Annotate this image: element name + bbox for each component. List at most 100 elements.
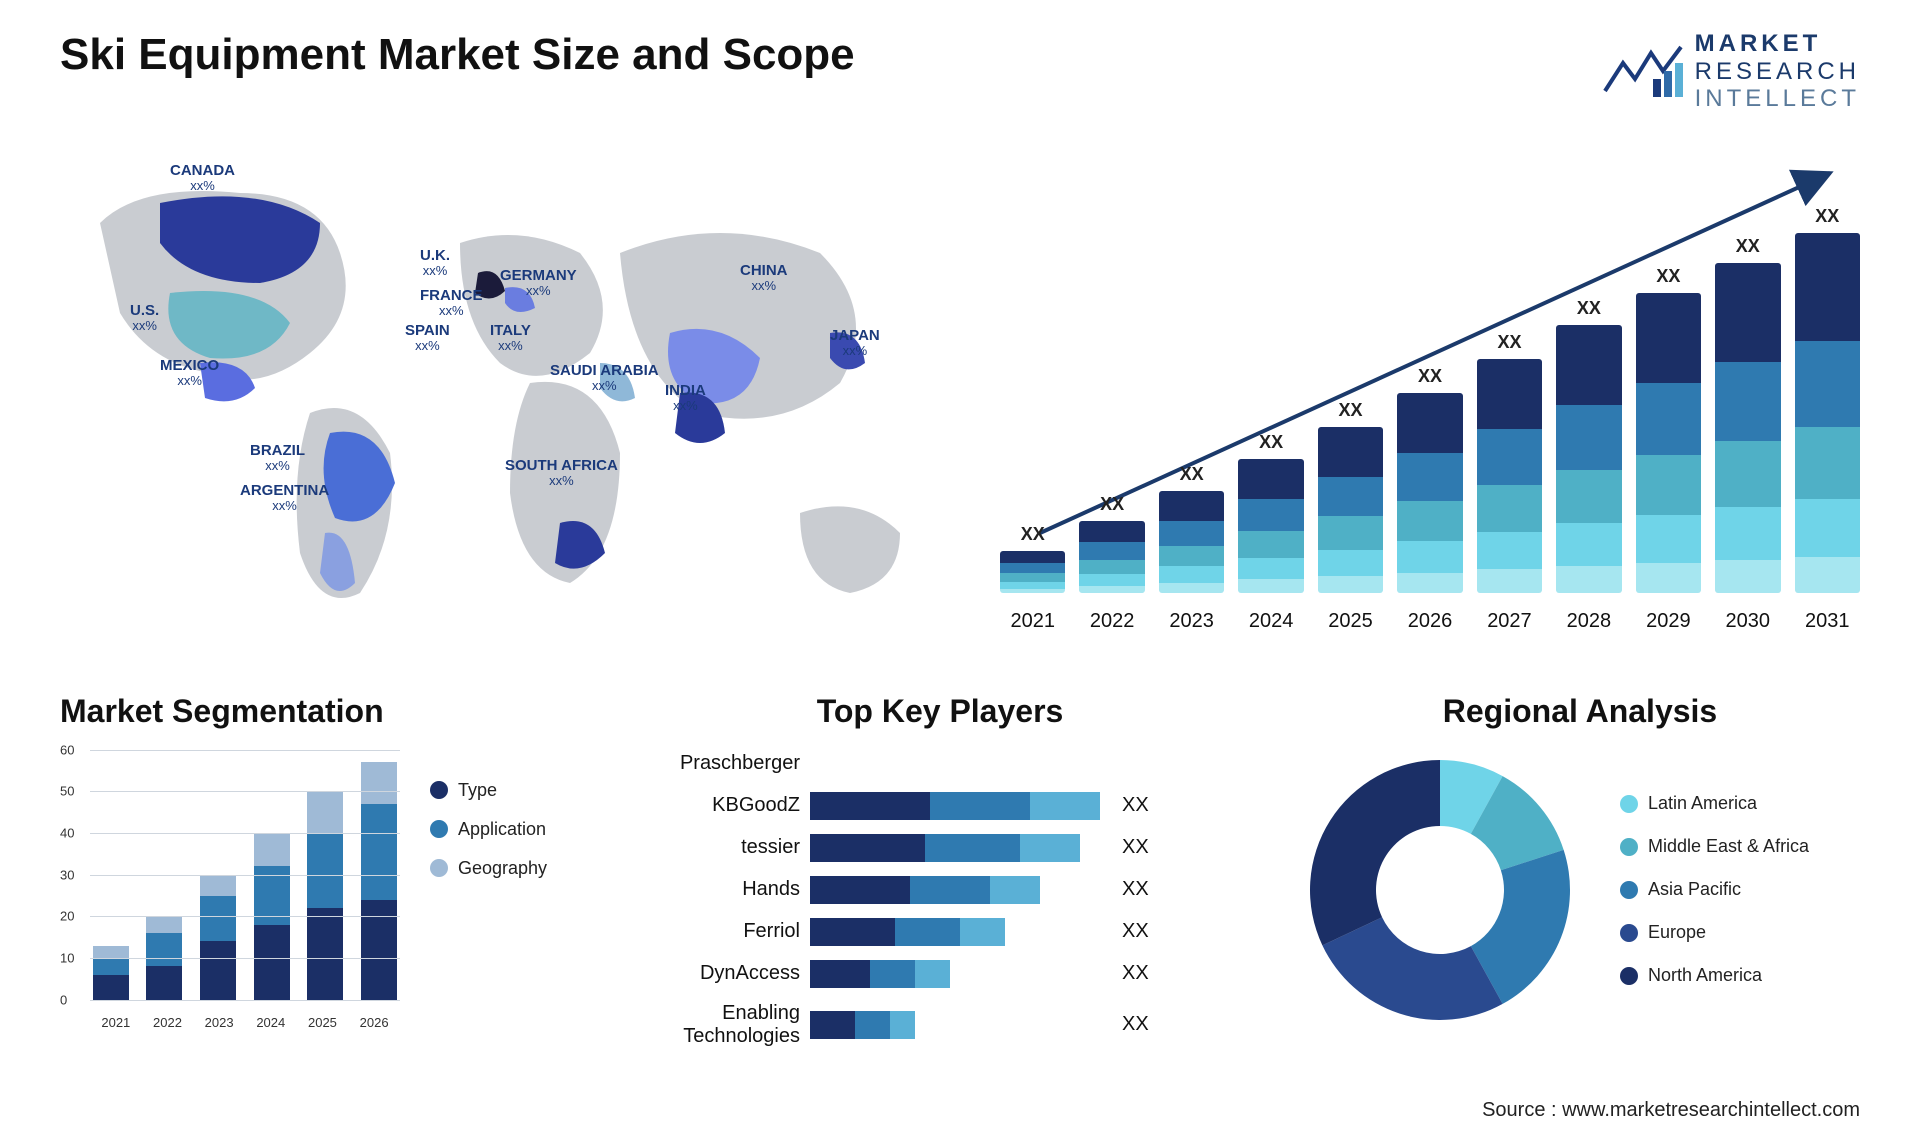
keyplayer-bar xyxy=(810,960,1110,988)
regional-title: Regional Analysis xyxy=(1300,693,1860,730)
map-label: SOUTH AFRICAxx% xyxy=(505,458,618,489)
legend-swatch xyxy=(1620,924,1638,942)
legend-label: Application xyxy=(458,819,546,840)
forecast-bar: XX xyxy=(1079,494,1144,593)
x-tick-label: 2027 xyxy=(1477,610,1542,633)
map-label: GERMANYxx% xyxy=(500,268,577,299)
segmentation-title: Market Segmentation xyxy=(60,693,580,730)
logo-text-3: INTELLECT xyxy=(1695,85,1860,113)
keyplayer-value: XX xyxy=(1110,962,1149,985)
map-label: FRANCExx% xyxy=(420,288,483,319)
regional-donut-chart xyxy=(1300,750,1580,1030)
y-tick-label: 50 xyxy=(60,784,74,799)
x-tick-label: 2025 xyxy=(308,1015,337,1030)
y-tick-label: 0 xyxy=(60,992,67,1007)
y-tick-label: 40 xyxy=(60,826,74,841)
forecast-bar: XX xyxy=(1636,266,1701,593)
page-title: Ski Equipment Market Size and Scope xyxy=(60,30,855,80)
map-label: BRAZILxx% xyxy=(250,443,305,474)
legend-label: Latin America xyxy=(1648,793,1757,814)
legend-swatch xyxy=(1620,838,1638,856)
map-label: JAPANxx% xyxy=(830,328,880,359)
legend-item: Application xyxy=(430,819,547,840)
legend-swatch xyxy=(1620,795,1638,813)
legend-label: Type xyxy=(458,780,497,801)
bar-value-label: XX xyxy=(1497,332,1521,353)
legend-label: Europe xyxy=(1648,922,1706,943)
y-tick-label: 10 xyxy=(60,951,74,966)
regional-legend: Latin America Middle East & Africa Asia Pa… xyxy=(1620,793,1809,986)
forecast-bar: XX xyxy=(1000,524,1065,593)
forecast-bar: XX xyxy=(1715,236,1780,593)
logo-text-2: RESEARCH xyxy=(1695,58,1860,86)
bar-value-label: XX xyxy=(1339,400,1363,421)
segmentation-bar xyxy=(200,875,236,1000)
x-tick-label: 2029 xyxy=(1636,610,1701,633)
x-tick-label: 2028 xyxy=(1556,610,1621,633)
keyplayer-name: Praschberger xyxy=(630,752,810,775)
bar-value-label: XX xyxy=(1815,206,1839,227)
keyplayer-row: Enabling Technologies XX xyxy=(630,1002,1190,1048)
x-tick-label: 2024 xyxy=(256,1015,285,1030)
bar-value-label: XX xyxy=(1259,432,1283,453)
keyplayers-title: Top Key Players xyxy=(630,693,1250,730)
forecast-bar: XX xyxy=(1556,298,1621,593)
keyplayer-bar xyxy=(810,1011,1110,1039)
forecast-bar: XX xyxy=(1397,366,1462,593)
keyplayer-name: Hands xyxy=(630,878,810,901)
map-label: CANADAxx% xyxy=(170,163,235,194)
legend-item: Type xyxy=(430,780,547,801)
logo-icon xyxy=(1603,41,1683,101)
map-label: CHINAxx% xyxy=(740,263,788,294)
legend-item: Geography xyxy=(430,858,547,879)
x-tick-label: 2030 xyxy=(1715,610,1780,633)
legend-item: North America xyxy=(1620,965,1809,986)
forecast-bar: XX xyxy=(1318,400,1383,593)
keyplayer-name: Enabling Technologies xyxy=(630,1002,810,1048)
forecast-bar: XX xyxy=(1159,464,1224,593)
map-label: ITALYxx% xyxy=(490,323,531,354)
x-tick-label: 2021 xyxy=(101,1015,130,1030)
x-tick-label: 2021 xyxy=(1000,610,1065,633)
x-tick-label: 2022 xyxy=(153,1015,182,1030)
logo-text-1: MARKET xyxy=(1695,30,1860,58)
map-label: U.S.xx% xyxy=(130,303,159,334)
keyplayer-name: DynAccess xyxy=(630,962,810,985)
keyplayer-value: XX xyxy=(1110,794,1149,817)
legend-swatch xyxy=(430,859,448,877)
legend-item: Asia Pacific xyxy=(1620,879,1809,900)
keyplayer-row: DynAccess XX xyxy=(630,960,1190,988)
bar-value-label: XX xyxy=(1656,266,1680,287)
keyplayer-bar xyxy=(810,750,1110,778)
legend-swatch xyxy=(430,781,448,799)
brand-logo: MARKET RESEARCH INTELLECT xyxy=(1603,30,1860,113)
x-tick-label: 2026 xyxy=(360,1015,389,1030)
legend-label: North America xyxy=(1648,965,1762,986)
legend-label: Geography xyxy=(458,858,547,879)
y-tick-label: 30 xyxy=(60,867,74,882)
forecast-bar: XX xyxy=(1238,432,1303,593)
forecast-bar: XX xyxy=(1477,332,1542,593)
x-tick-label: 2023 xyxy=(205,1015,234,1030)
x-tick-label: 2024 xyxy=(1238,610,1303,633)
legend-item: Middle East & Africa xyxy=(1620,836,1809,857)
keyplayer-bar xyxy=(810,876,1110,904)
bar-value-label: XX xyxy=(1577,298,1601,319)
segmentation-bar xyxy=(361,762,397,999)
legend-swatch xyxy=(430,820,448,838)
map-svg xyxy=(60,133,960,653)
segmentation-chart: 0102030405060 202120222023202420252026 xyxy=(60,750,400,1030)
x-tick-label: 2023 xyxy=(1159,610,1224,633)
keyplayer-row: KBGoodZXX xyxy=(630,792,1190,820)
map-label: U.K.xx% xyxy=(420,248,450,279)
bar-value-label: XX xyxy=(1418,366,1442,387)
map-label: INDIAxx% xyxy=(665,383,706,414)
y-tick-label: 20 xyxy=(60,909,74,924)
keyplayer-value: XX xyxy=(1110,1013,1149,1036)
x-tick-label: 2031 xyxy=(1795,610,1860,633)
x-tick-label: 2022 xyxy=(1079,610,1144,633)
source-attribution: Source : www.marketresearchintellect.com xyxy=(1482,1099,1860,1122)
keyplayer-row: Praschberger xyxy=(630,750,1190,778)
map-label: ARGENTINAxx% xyxy=(240,483,329,514)
keyplayer-name: Ferriol xyxy=(630,920,810,943)
